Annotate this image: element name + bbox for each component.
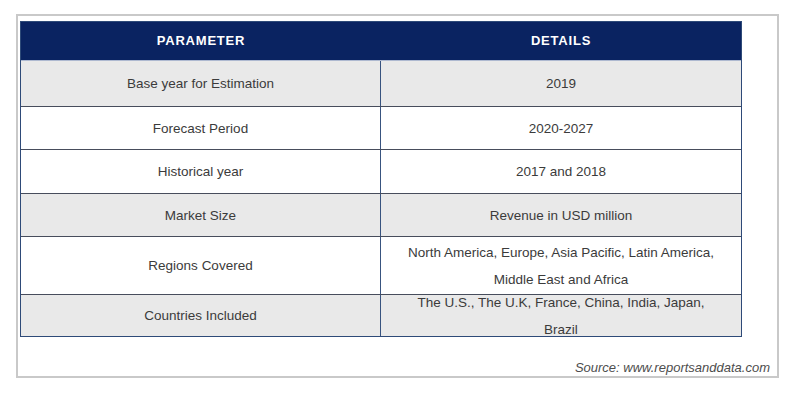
details-cell: 2019 [381,61,741,106]
details-cell: The U.S., The U.K, France, China, India,… [381,295,741,336]
table-row-market-size: Market Size Revenue in USD million [21,193,741,236]
details-cell: Revenue in USD million [381,194,741,236]
parameter-cell: Regions Covered [21,237,381,294]
table-header-row: PARAMETER DETAILS [21,22,741,60]
parameter-cell: Historical year [21,150,381,193]
parameter-cell: Forecast Period [21,107,381,149]
parameter-cell: Countries Included [21,295,381,336]
header-cell-parameter: PARAMETER [21,22,381,60]
details-cell: 2020-2027 [381,107,741,149]
table-row-regions-covered: Regions Covered North America, Europe, A… [21,236,741,294]
details-cell: North America, Europe, Asia Pacific, Lat… [381,237,741,294]
details-cell: 2017 and 2018 [381,150,741,193]
table-row-countries-included: Countries Included The U.S., The U.K, Fr… [21,294,741,336]
table-row-forecast-period: Forecast Period 2020-2027 [21,106,741,149]
header-cell-details: DETAILS [381,22,741,60]
screenshot-canvas: PARAMETER DETAILS Base year for Estimati… [0,0,800,400]
table-row-historical-year: Historical year 2017 and 2018 [21,149,741,193]
parameter-cell: Base year for Estimation [21,61,381,106]
report-scope-table: PARAMETER DETAILS Base year for Estimati… [20,21,742,337]
source-attribution: Source: www.reportsanddata.com [575,360,770,375]
table-row-base-year: Base year for Estimation 2019 [21,60,741,106]
parameter-cell: Market Size [21,194,381,236]
